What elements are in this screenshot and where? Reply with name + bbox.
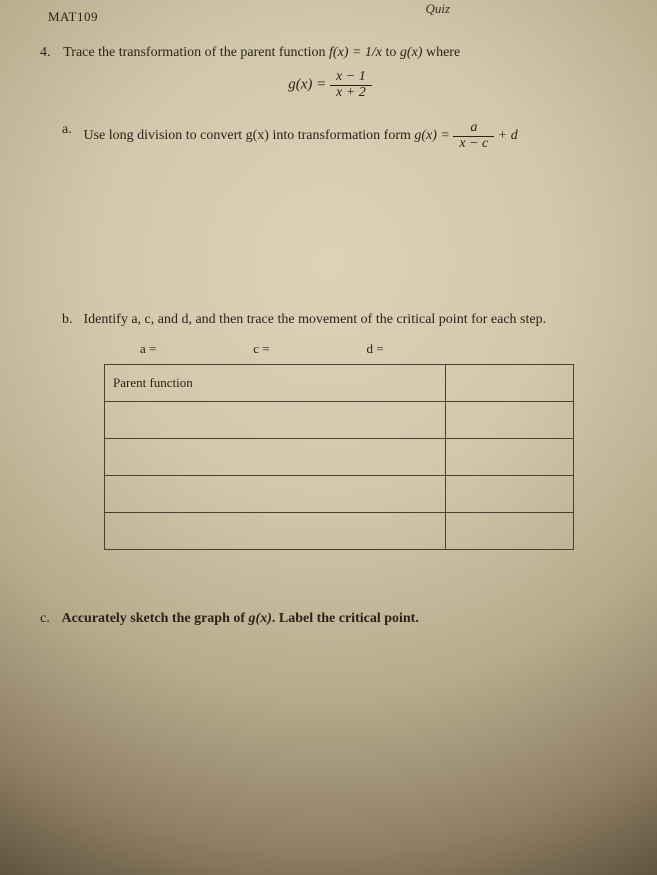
label-a: a = — [140, 340, 250, 358]
part-a-fraction: a x − c — [453, 121, 494, 151]
part-a-num: a — [453, 121, 494, 137]
part-a-letter: a. — [62, 121, 80, 140]
table-cell — [445, 364, 573, 401]
part-c-post: . Label the critical point. — [272, 611, 419, 626]
table-cell: Parent function — [105, 364, 446, 401]
table-cell — [445, 475, 573, 512]
trace-table: Parent function — [104, 364, 574, 550]
table-row: Parent function — [105, 364, 574, 401]
question-prompt: Trace the transformation of the parent f… — [63, 45, 460, 60]
part-c-text: Accurately sketch the graph of g(x). Lab… — [62, 611, 419, 626]
table-cell — [445, 401, 573, 438]
prompt-mid: to — [382, 45, 400, 60]
part-a-pre: Use long division to convert g(x) into t… — [84, 128, 415, 143]
part-a: a. Use long division to convert g(x) int… — [62, 121, 620, 151]
table-cell — [445, 438, 573, 475]
part-a-form-lhs: g(x) = — [414, 128, 450, 143]
table-row — [105, 512, 574, 549]
part-b: b. Identify a, c, and d, and then trace … — [62, 311, 620, 549]
table-cell — [105, 438, 446, 475]
worksheet-page: Quiz MAT109 4. Trace the transformation … — [40, 0, 620, 629]
label-d: d = — [367, 340, 457, 358]
part-a-plus-d: + d — [498, 128, 518, 143]
prompt-gx: g(x) — [400, 45, 423, 60]
part-a-text: Use long division to convert g(x) into t… — [84, 128, 518, 143]
table-cell — [105, 401, 446, 438]
table-row — [105, 401, 574, 438]
acd-labels: a = c = d = — [140, 340, 620, 358]
part-c-gx: g(x) — [249, 611, 272, 626]
prompt-post: where — [422, 45, 460, 60]
part-c-pre: Accurately sketch the graph of — [62, 611, 249, 626]
table-cell — [105, 475, 446, 512]
table-row — [105, 475, 574, 512]
prompt-fx: f(x) = 1/x — [329, 45, 382, 60]
part-c: c. Accurately sketch the graph of g(x). … — [40, 610, 620, 629]
part-b-letter: b. — [62, 311, 80, 330]
gx-denominator: x + 2 — [330, 86, 372, 101]
prompt-pre: Trace the transformation of the parent f… — [63, 45, 329, 60]
table-row — [105, 438, 574, 475]
gx-numerator: x − 1 — [330, 70, 372, 86]
table-cell — [105, 512, 446, 549]
question-4: 4. Trace the transformation of the paren… — [40, 44, 620, 101]
part-a-den: x − c — [453, 137, 494, 152]
part-b-text: Identify a, c, and d, and then trace the… — [84, 312, 547, 327]
question-number: 4. — [40, 44, 60, 63]
gx-fraction: x − 1 x + 2 — [330, 70, 372, 100]
label-c: c = — [253, 340, 363, 358]
gx-lhs: g(x) = — [288, 77, 326, 93]
course-code: MAT109 — [48, 8, 620, 26]
part-c-letter: c. — [40, 610, 58, 629]
gx-definition: g(x) = x − 1 x + 2 — [40, 70, 620, 100]
table-cell — [445, 512, 573, 549]
quiz-label: Quiz — [425, 0, 450, 18]
